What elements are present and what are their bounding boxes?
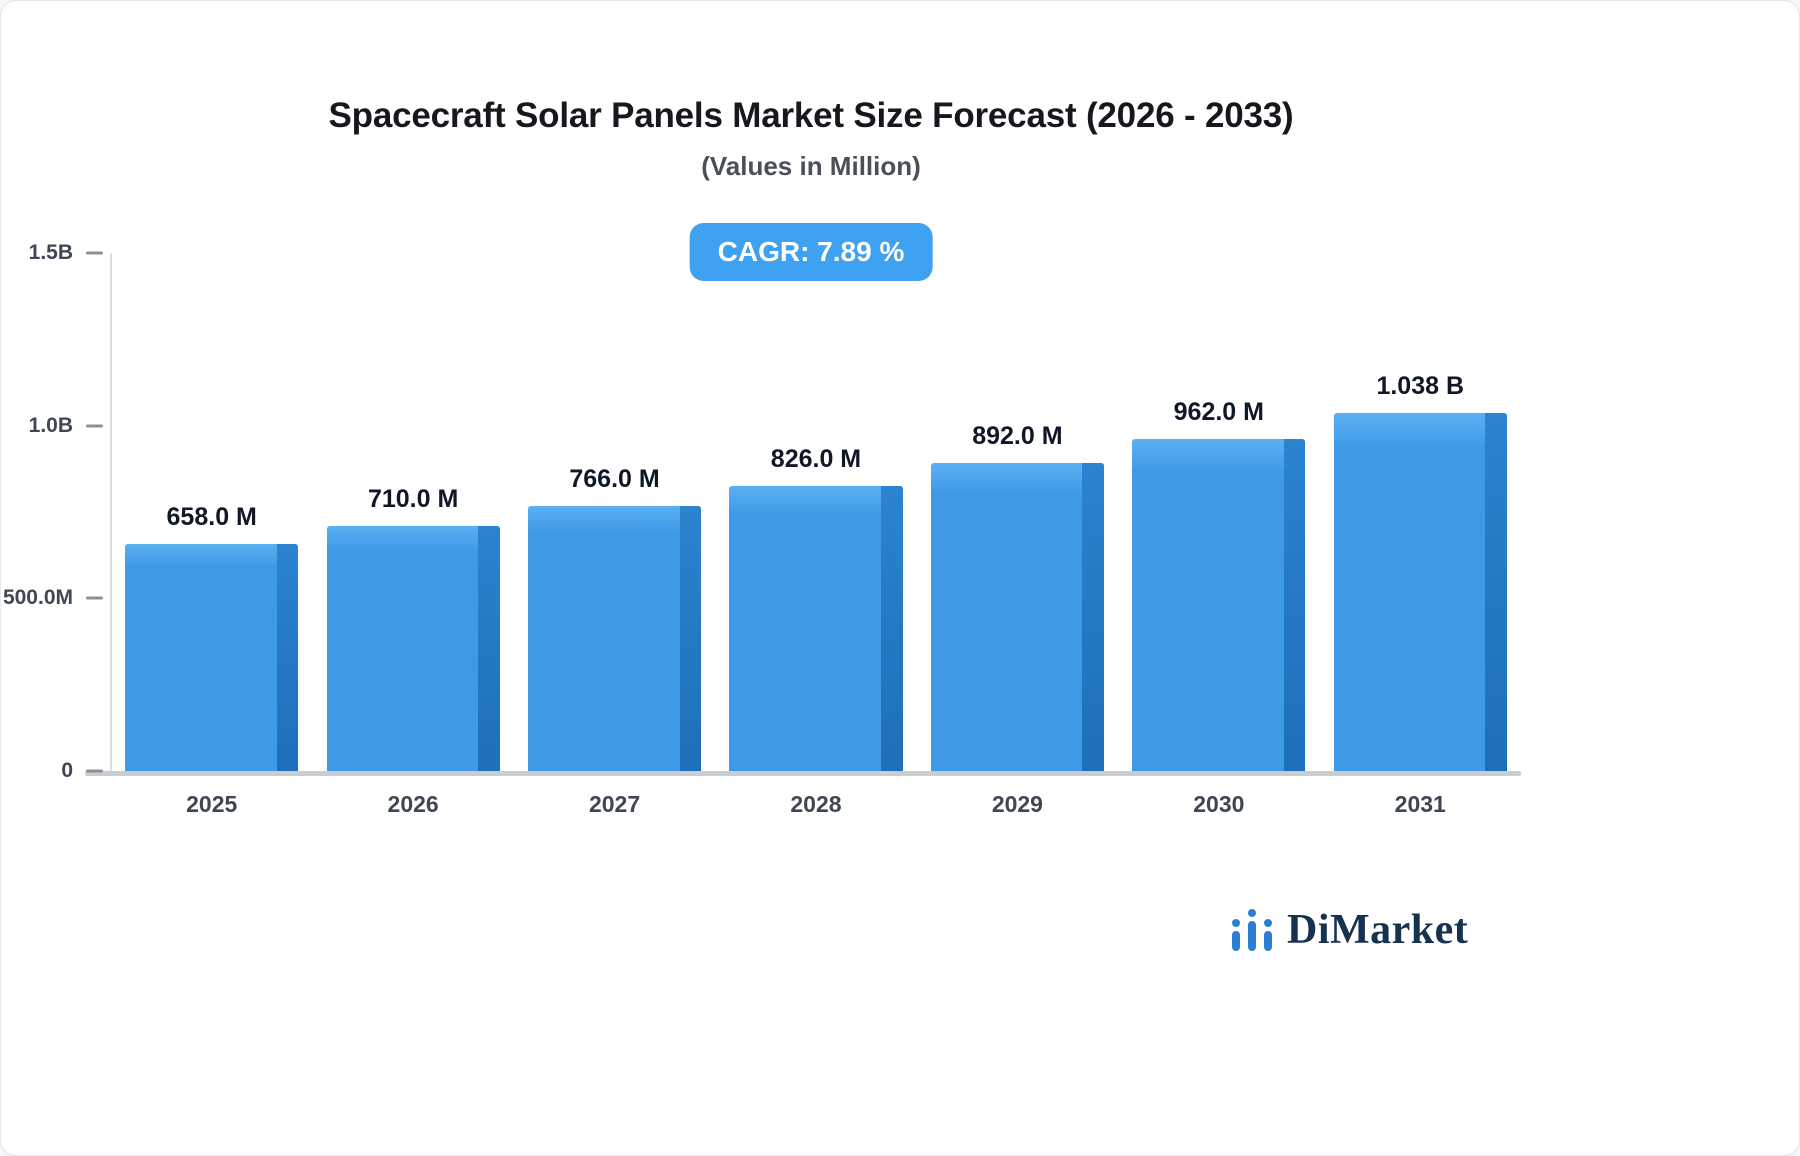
bar-2026 bbox=[326, 525, 500, 772]
page-title: Spacecraft Solar Panels Market Size Fore… bbox=[328, 96, 1294, 135]
bar-value-label: 892.0 M bbox=[972, 421, 1063, 450]
y-axis-tick bbox=[86, 424, 103, 428]
chart-subtitle: (Values in Million) bbox=[701, 151, 921, 181]
chart-area: 658.0 M 2025 710.0 M 2026 766.0 M 2027 826.0 M… bbox=[3, 241, 1521, 817]
bar-slot-2030: 962.0 M 2030 bbox=[1118, 253, 1319, 817]
y-axis-label: 1.5B bbox=[28, 241, 73, 264]
bar-2030 bbox=[1132, 438, 1306, 772]
plot-area: 658.0 M 2025 710.0 M 2026 766.0 M 2027 826.0 M… bbox=[111, 253, 1521, 817]
bar-slot-2028: 826.0 M 2028 bbox=[715, 253, 916, 817]
y-axis-label: 0 bbox=[61, 759, 73, 782]
bar-slot-2027: 766.0 M 2027 bbox=[514, 253, 715, 817]
bar-slot-2025: 658.0 M 2025 bbox=[111, 253, 312, 817]
x-axis-label: 2026 bbox=[387, 791, 439, 817]
y-axis-tick bbox=[86, 769, 103, 773]
y-axis-label: 1.0B bbox=[28, 413, 73, 437]
bar-chart-icon bbox=[1229, 906, 1275, 954]
chart-content: Spacecraft Solar Panels Market Size Fore… bbox=[1, 1, 1621, 1155]
x-axis-label: 2028 bbox=[790, 791, 842, 817]
y-axis-tick bbox=[86, 596, 103, 600]
bar-value-label: 710.0 M bbox=[367, 484, 459, 513]
bar-2028 bbox=[729, 485, 903, 772]
bar-value-label: 962.0 M bbox=[1173, 397, 1264, 426]
bar-2029 bbox=[930, 462, 1105, 772]
bar-2025 bbox=[125, 543, 299, 772]
x-axis-label: 2029 bbox=[991, 791, 1043, 817]
x-axis-line bbox=[85, 771, 1521, 776]
brand-logo: DiMarket bbox=[1229, 906, 1468, 954]
bar-value-label: 766.0 M bbox=[569, 465, 660, 494]
bar-2031 bbox=[1333, 412, 1508, 772]
bar-slot-2026: 710.0 M 2026 bbox=[312, 253, 513, 817]
brand-name: DiMarket bbox=[1287, 907, 1469, 953]
bar-2027 bbox=[527, 506, 702, 771]
x-axis-label: 2030 bbox=[1193, 791, 1245, 817]
x-axis-label: 2025 bbox=[186, 791, 238, 817]
y-axis-line bbox=[110, 253, 112, 771]
x-axis-label: 2031 bbox=[1394, 791, 1446, 817]
bar-value-label: 1.038 B bbox=[1376, 371, 1465, 400]
y-axis-label: 500.0M bbox=[2, 586, 73, 610]
x-axis-label: 2027 bbox=[588, 791, 641, 817]
bar-slot-2031: 1.038 B 2031 bbox=[1320, 253, 1521, 817]
cagr-badge: CAGR: 7.89 % bbox=[689, 223, 933, 281]
bar-value-label: 658.0 M bbox=[166, 502, 257, 531]
bar-slot-2029: 892.0 M 2029 bbox=[917, 253, 1118, 817]
y-axis-tick bbox=[86, 251, 103, 255]
bar-value-label: 826.0 M bbox=[770, 444, 862, 473]
